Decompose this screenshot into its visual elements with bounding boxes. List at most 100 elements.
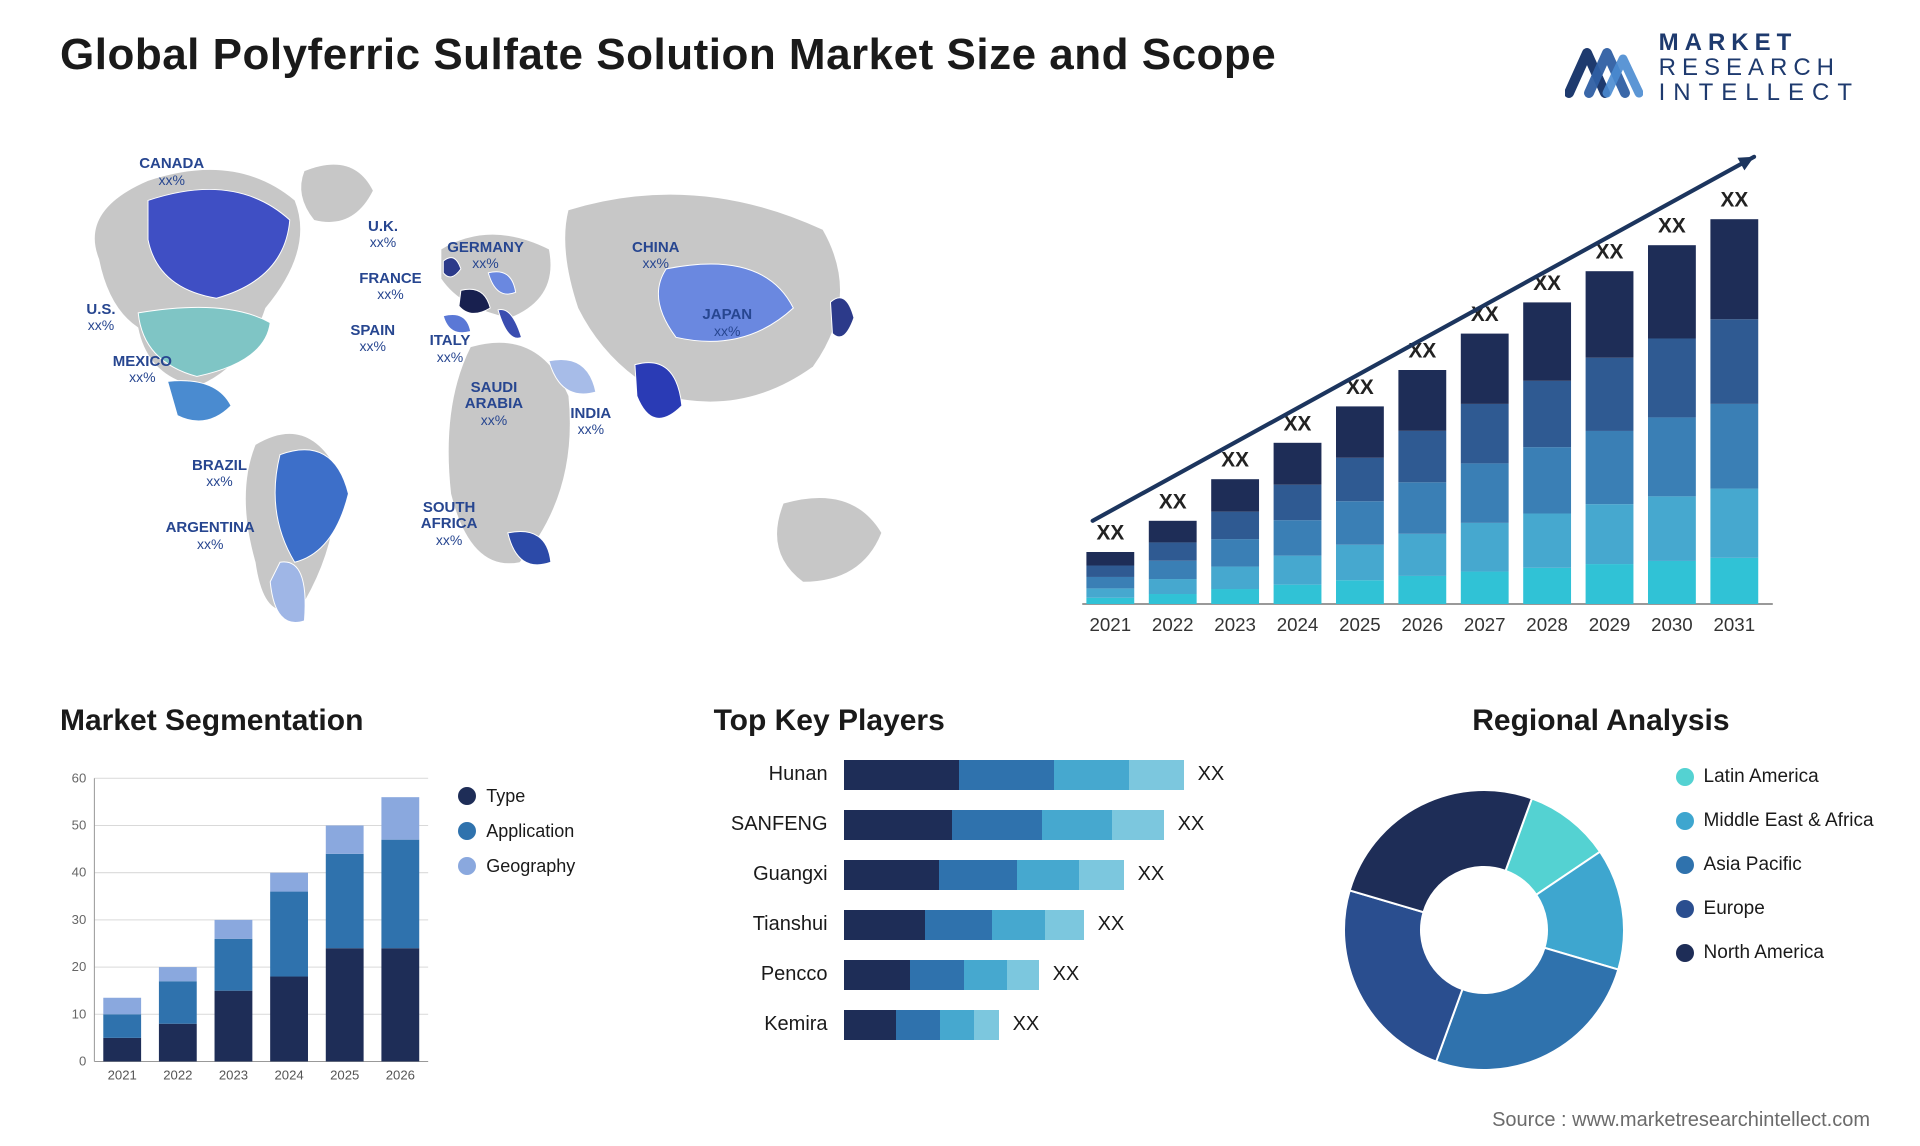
key-player-value: XX xyxy=(1198,763,1225,786)
svg-text:2026: 2026 xyxy=(1402,614,1444,635)
key-player-bar-segment xyxy=(1045,910,1083,940)
segmentation-legend-item: Application xyxy=(458,821,663,842)
legend-dot-icon xyxy=(458,787,476,805)
growth-chart-panel: 2021 XX 2022 XX 2023 XX 2024 XX 2025 XX 2026 XX 2027… xyxy=(1000,136,1880,656)
regional-legend-item: Europe xyxy=(1676,898,1880,920)
map-label-germany: GERMANYxx% xyxy=(447,240,524,272)
svg-text:0: 0 xyxy=(79,1053,86,1068)
legend-label: Geography xyxy=(486,856,575,877)
brand-logo: MARKET RESEARCH INTELLECT xyxy=(1565,30,1860,106)
map-label-canada: CANADAxx% xyxy=(139,156,204,188)
key-player-name: Tianshui xyxy=(714,913,844,936)
key-player-bar-segment xyxy=(1007,960,1038,990)
svg-text:2023: 2023 xyxy=(1214,614,1256,635)
svg-text:50: 50 xyxy=(72,817,87,832)
map-label-saudi-arabia: SAUDIARABIAxx% xyxy=(465,380,523,428)
svg-text:2027: 2027 xyxy=(1464,614,1506,635)
svg-text:2025: 2025 xyxy=(1339,614,1381,635)
regional-legend-item: Latin America xyxy=(1676,766,1880,788)
key-player-bar-segment xyxy=(959,760,1054,790)
key-player-name: Kemira xyxy=(714,1013,844,1036)
segmentation-title: Market Segmentation xyxy=(60,704,664,738)
logo-line2: RESEARCH xyxy=(1659,55,1860,80)
legend-label: Middle East & Africa xyxy=(1704,810,1874,832)
legend-dot-icon xyxy=(1676,944,1694,962)
svg-text:30: 30 xyxy=(72,911,87,926)
key-player-bar-segment xyxy=(844,860,939,890)
svg-text:XX: XX xyxy=(1284,412,1312,435)
world-map-panel: CANADAxx%U.S.xx%MEXICOxx%BRAZILxx%ARGENT… xyxy=(60,136,940,656)
svg-text:2022: 2022 xyxy=(1152,614,1194,635)
map-label-u-s-: U.S.xx% xyxy=(86,302,115,334)
key-player-bar-segment xyxy=(910,960,965,990)
regional-title: Regional Analysis xyxy=(1322,704,1880,738)
key-player-name: Hunan xyxy=(714,763,844,786)
map-label-argentina: ARGENTINAxx% xyxy=(166,520,255,552)
key-player-bar-segment xyxy=(1112,810,1163,840)
key-player-bar-segment xyxy=(1042,810,1112,840)
key-player-row: PenccoXX xyxy=(714,956,1272,994)
map-label-u-k-: U.K.xx% xyxy=(368,219,398,251)
key-players-chart: HunanXXSANFENGXXGuangxiXXTianshuiXXPencc… xyxy=(714,756,1272,1104)
key-player-row: GuangxiXX xyxy=(714,856,1272,894)
svg-text:2024: 2024 xyxy=(274,1067,303,1082)
svg-text:XX: XX xyxy=(1658,214,1686,237)
key-player-bar-segment xyxy=(844,910,926,940)
map-label-china: CHINAxx% xyxy=(632,240,680,272)
key-player-bar xyxy=(844,1010,999,1040)
growth-chart: 2021 XX 2022 XX 2023 XX 2024 XX 2025 XX 2026 XX 2027… xyxy=(1000,136,1880,656)
svg-text:XX: XX xyxy=(1159,490,1187,513)
key-player-name: SANFENG xyxy=(714,813,844,836)
svg-text:2028: 2028 xyxy=(1526,614,1568,635)
key-player-bar-segment xyxy=(1129,760,1183,790)
key-players-panel: Top Key Players HunanXXSANFENGXXGuangxiX… xyxy=(714,704,1272,1104)
key-player-bar xyxy=(844,760,1184,790)
key-players-title: Top Key Players xyxy=(714,704,1272,738)
svg-text:XX: XX xyxy=(1096,521,1124,544)
key-player-bar-segment xyxy=(939,860,1017,890)
bottom-row: Market Segmentation 01020304050602021202… xyxy=(60,704,1880,1104)
logo-mark-icon xyxy=(1565,35,1643,101)
key-player-bar-segment xyxy=(974,1010,999,1040)
regional-legend: Latin AmericaMiddle East & AfricaAsia Pa… xyxy=(1676,756,1880,1104)
svg-text:2021: 2021 xyxy=(1090,614,1132,635)
svg-text:2029: 2029 xyxy=(1589,614,1631,635)
legend-dot-icon xyxy=(1676,812,1694,830)
key-player-row: Tianshui XX xyxy=(714,906,1272,944)
svg-text:2023: 2023 xyxy=(219,1067,248,1082)
regional-donut xyxy=(1322,756,1646,1104)
svg-text:2022: 2022 xyxy=(163,1067,192,1082)
svg-text:XX: XX xyxy=(1596,240,1624,263)
key-player-bar-segment xyxy=(1054,760,1129,790)
key-player-bar-segment xyxy=(952,810,1042,840)
svg-text:2024: 2024 xyxy=(1277,614,1319,635)
logo-line1: MARKET xyxy=(1659,30,1860,55)
key-player-bar-segment xyxy=(896,1010,939,1040)
key-player-bar xyxy=(844,810,1164,840)
source-attribution: Source : www.marketresearchintellect.com xyxy=(1492,1109,1870,1132)
key-player-bar-segment xyxy=(925,910,992,940)
map-label-spain: SPAINxx% xyxy=(350,323,395,355)
legend-label: Europe xyxy=(1704,898,1765,920)
key-player-bar-segment xyxy=(992,910,1045,940)
svg-text:10: 10 xyxy=(72,1006,87,1021)
legend-dot-icon xyxy=(458,857,476,875)
key-player-row: Hunan XX xyxy=(714,756,1272,794)
key-player-value: XX xyxy=(1053,963,1080,986)
page-title: Global Polyferric Sulfate Solution Marke… xyxy=(60,30,1276,80)
legend-label: Latin America xyxy=(1704,766,1819,788)
key-player-value: XX xyxy=(1098,913,1125,936)
source-value: www.marketresearchintellect.com xyxy=(1572,1109,1870,1131)
map-label-italy: ITALYxx% xyxy=(430,333,471,365)
key-player-bar-segment xyxy=(844,810,953,840)
svg-text:60: 60 xyxy=(72,770,87,785)
key-player-value: XX xyxy=(1013,1013,1040,1036)
key-player-name: Guangxi xyxy=(714,863,844,886)
top-row: CANADAxx%U.S.xx%MEXICOxx%BRAZILxx%ARGENT… xyxy=(60,136,1880,656)
segmentation-legend-item: Geography xyxy=(458,856,663,877)
svg-text:XX: XX xyxy=(1221,448,1249,471)
legend-dot-icon xyxy=(1676,900,1694,918)
segmentation-chart: 0102030405060202120222023202420252026 xyxy=(60,756,434,1104)
svg-text:2030: 2030 xyxy=(1651,614,1693,635)
regional-legend-item: North America xyxy=(1676,942,1880,964)
